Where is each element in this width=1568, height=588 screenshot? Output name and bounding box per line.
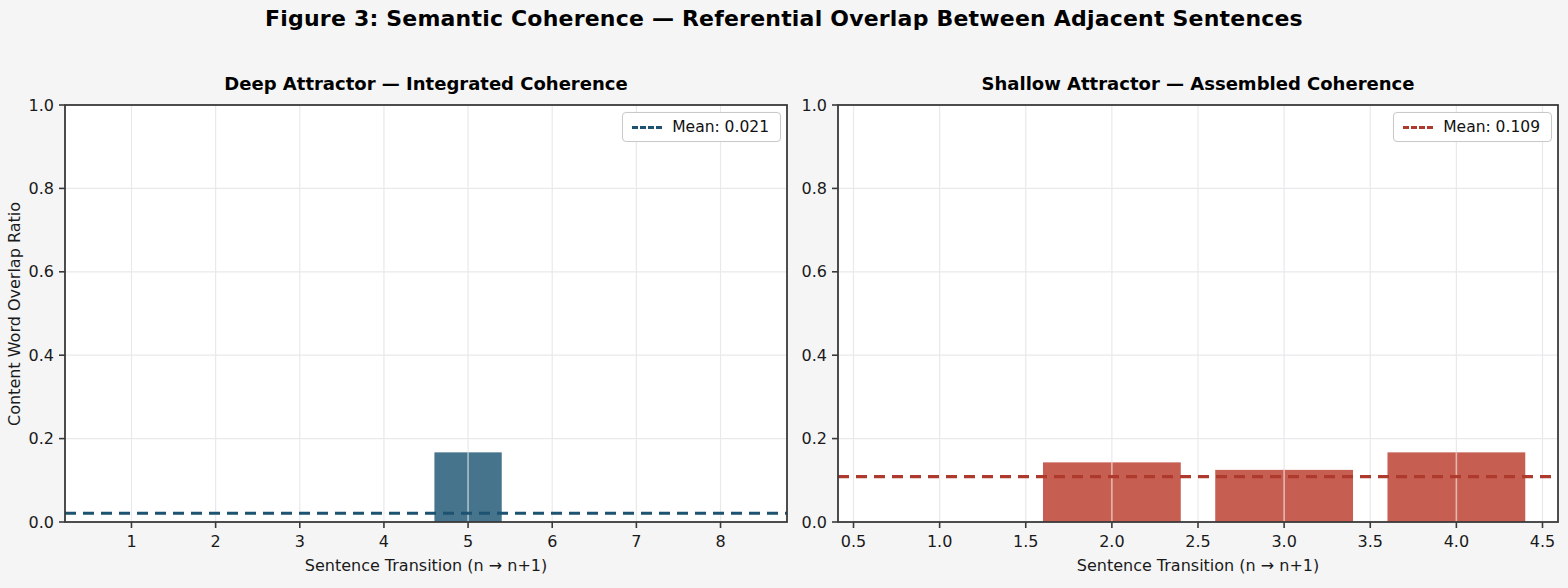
svg-text:1: 1 <box>126 532 136 551</box>
legend-deep: Mean: 0.021 <box>622 112 781 142</box>
legend-label-shallow: Mean: 0.109 <box>1443 118 1540 136</box>
legend-label-deep: Mean: 0.021 <box>672 118 769 136</box>
svg-text:4: 4 <box>379 532 389 551</box>
svg-text:2.0: 2.0 <box>1099 532 1124 551</box>
svg-text:0.6: 0.6 <box>29 262 54 281</box>
svg-text:1.0: 1.0 <box>802 96 827 115</box>
svg-text:4.0: 4.0 <box>1444 532 1469 551</box>
svg-text:5: 5 <box>463 532 473 551</box>
subplot-title-deep: Deep Attractor — Integrated Coherence <box>65 73 787 94</box>
x-axis-label-shallow: Sentence Transition (n → n+1) <box>838 556 1558 575</box>
figure-title: Figure 3: Semantic Coherence — Referenti… <box>0 6 1568 31</box>
svg-text:2: 2 <box>211 532 221 551</box>
svg-text:3.0: 3.0 <box>1271 532 1296 551</box>
svg-text:6: 6 <box>547 532 557 551</box>
svg-text:0.0: 0.0 <box>802 513 827 532</box>
svg-text:0.4: 0.4 <box>29 346 54 365</box>
svg-text:8: 8 <box>715 532 725 551</box>
svg-text:1.0: 1.0 <box>29 96 54 115</box>
svg-text:0.4: 0.4 <box>802 346 827 365</box>
plot-area-shallow: 0.51.01.52.02.53.03.54.04.50.00.20.40.60… <box>838 105 1558 522</box>
svg-text:0.2: 0.2 <box>802 429 827 448</box>
plot-area-deep: 123456780.00.20.40.60.81.0 <box>65 105 787 522</box>
svg-text:0.2: 0.2 <box>29 429 54 448</box>
svg-text:0.6: 0.6 <box>802 262 827 281</box>
svg-text:2.5: 2.5 <box>1185 532 1210 551</box>
svg-text:1.5: 1.5 <box>1013 532 1038 551</box>
svg-text:0.0: 0.0 <box>29 513 54 532</box>
subplot-title-shallow: Shallow Attractor — Assembled Coherence <box>838 73 1558 94</box>
chart-panel-deep-attractor: Deep Attractor — Integrated Coherence Co… <box>65 105 787 522</box>
svg-text:0.8: 0.8 <box>802 179 827 198</box>
mean-dashed-line-swatch <box>632 126 662 129</box>
svg-text:0.5: 0.5 <box>841 532 866 551</box>
y-axis-label: Content Word Overlap Ratio <box>5 202 24 426</box>
mean-dashed-line-swatch <box>1403 126 1433 129</box>
svg-text:3: 3 <box>295 532 305 551</box>
chart-panel-shallow-attractor: Shallow Attractor — Assembled Coherence … <box>838 105 1558 522</box>
legend-shallow: Mean: 0.109 <box>1393 112 1552 142</box>
svg-text:3.5: 3.5 <box>1358 532 1383 551</box>
svg-text:1.0: 1.0 <box>927 532 952 551</box>
svg-text:7: 7 <box>631 532 641 551</box>
svg-text:0.8: 0.8 <box>29 179 54 198</box>
svg-text:4.5: 4.5 <box>1530 532 1555 551</box>
x-axis-label-deep: Sentence Transition (n → n+1) <box>65 556 787 575</box>
